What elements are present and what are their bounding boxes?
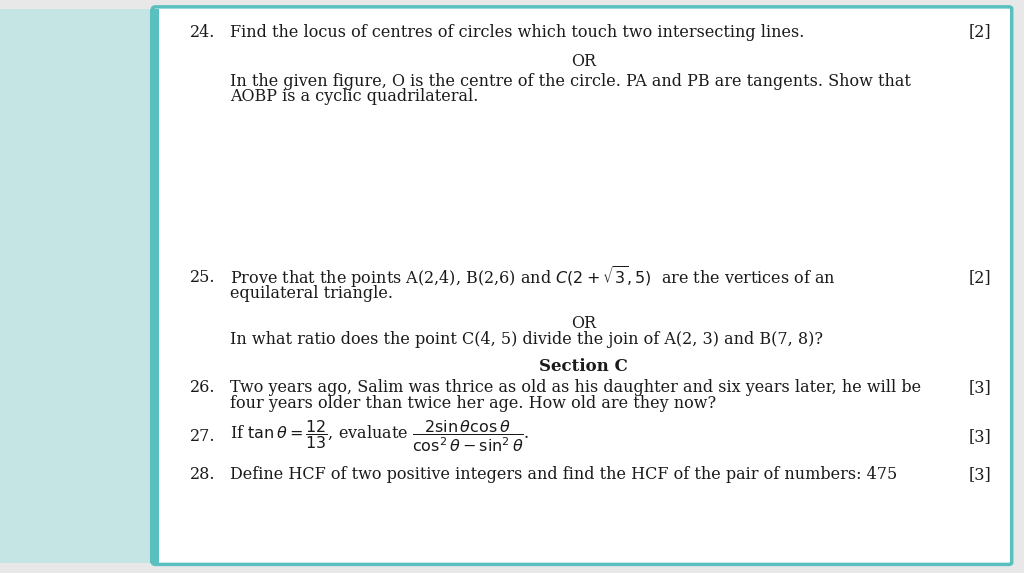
- Text: four years older than twice her age. How old are they now?: four years older than twice her age. How…: [230, 395, 717, 413]
- Text: Two years ago, Salim was thrice as old as his daughter and six years later, he w: Two years ago, Salim was thrice as old a…: [230, 379, 922, 397]
- Text: In the given figure, O is the centre of the circle. PA and PB are tangents. Show: In the given figure, O is the centre of …: [230, 73, 911, 90]
- Text: 26.: 26.: [189, 379, 215, 397]
- Text: 27.: 27.: [189, 428, 215, 445]
- Text: In what ratio does the point C(4, 5) divide the join of A(2, 3) and B(7, 8)?: In what ratio does the point C(4, 5) div…: [230, 331, 823, 348]
- Text: B: B: [303, 221, 312, 234]
- Text: AOBP is a cyclic quadrilateral.: AOBP is a cyclic quadrilateral.: [230, 88, 479, 105]
- Text: OR: OR: [571, 53, 596, 70]
- Text: 25.: 25.: [189, 269, 215, 286]
- Text: [3]: [3]: [969, 379, 991, 397]
- Text: 24.: 24.: [189, 23, 215, 41]
- Text: equilateral triangle.: equilateral triangle.: [230, 285, 393, 302]
- Text: [2]: [2]: [969, 23, 991, 41]
- Text: [3]: [3]: [969, 428, 991, 445]
- Text: If $\tan\theta = \dfrac{12}{13}$, evaluate $\dfrac{2\sin\theta\cos\theta}{\cos^2: If $\tan\theta = \dfrac{12}{13}$, evalua…: [230, 419, 529, 454]
- Text: 28.: 28.: [189, 466, 215, 483]
- Text: [2]: [2]: [969, 269, 991, 286]
- Text: Section C: Section C: [540, 358, 628, 375]
- Text: OR: OR: [571, 315, 596, 332]
- Text: [3]: [3]: [969, 466, 991, 483]
- Text: P: P: [204, 172, 212, 186]
- Text: Prove that the points A(2,4), B(2,6) and $C(2+\sqrt{3},5)$  are the vertices of : Prove that the points A(2,4), B(2,6) and…: [230, 264, 836, 291]
- Text: o: o: [323, 174, 329, 184]
- Text: A: A: [303, 124, 312, 137]
- Text: Define HCF of two positive integers and find the HCF of the pair of numbers: 475: Define HCF of two positive integers and …: [230, 466, 898, 483]
- Text: Find the locus of centres of circles which touch two intersecting lines.: Find the locus of centres of circles whi…: [230, 23, 805, 41]
